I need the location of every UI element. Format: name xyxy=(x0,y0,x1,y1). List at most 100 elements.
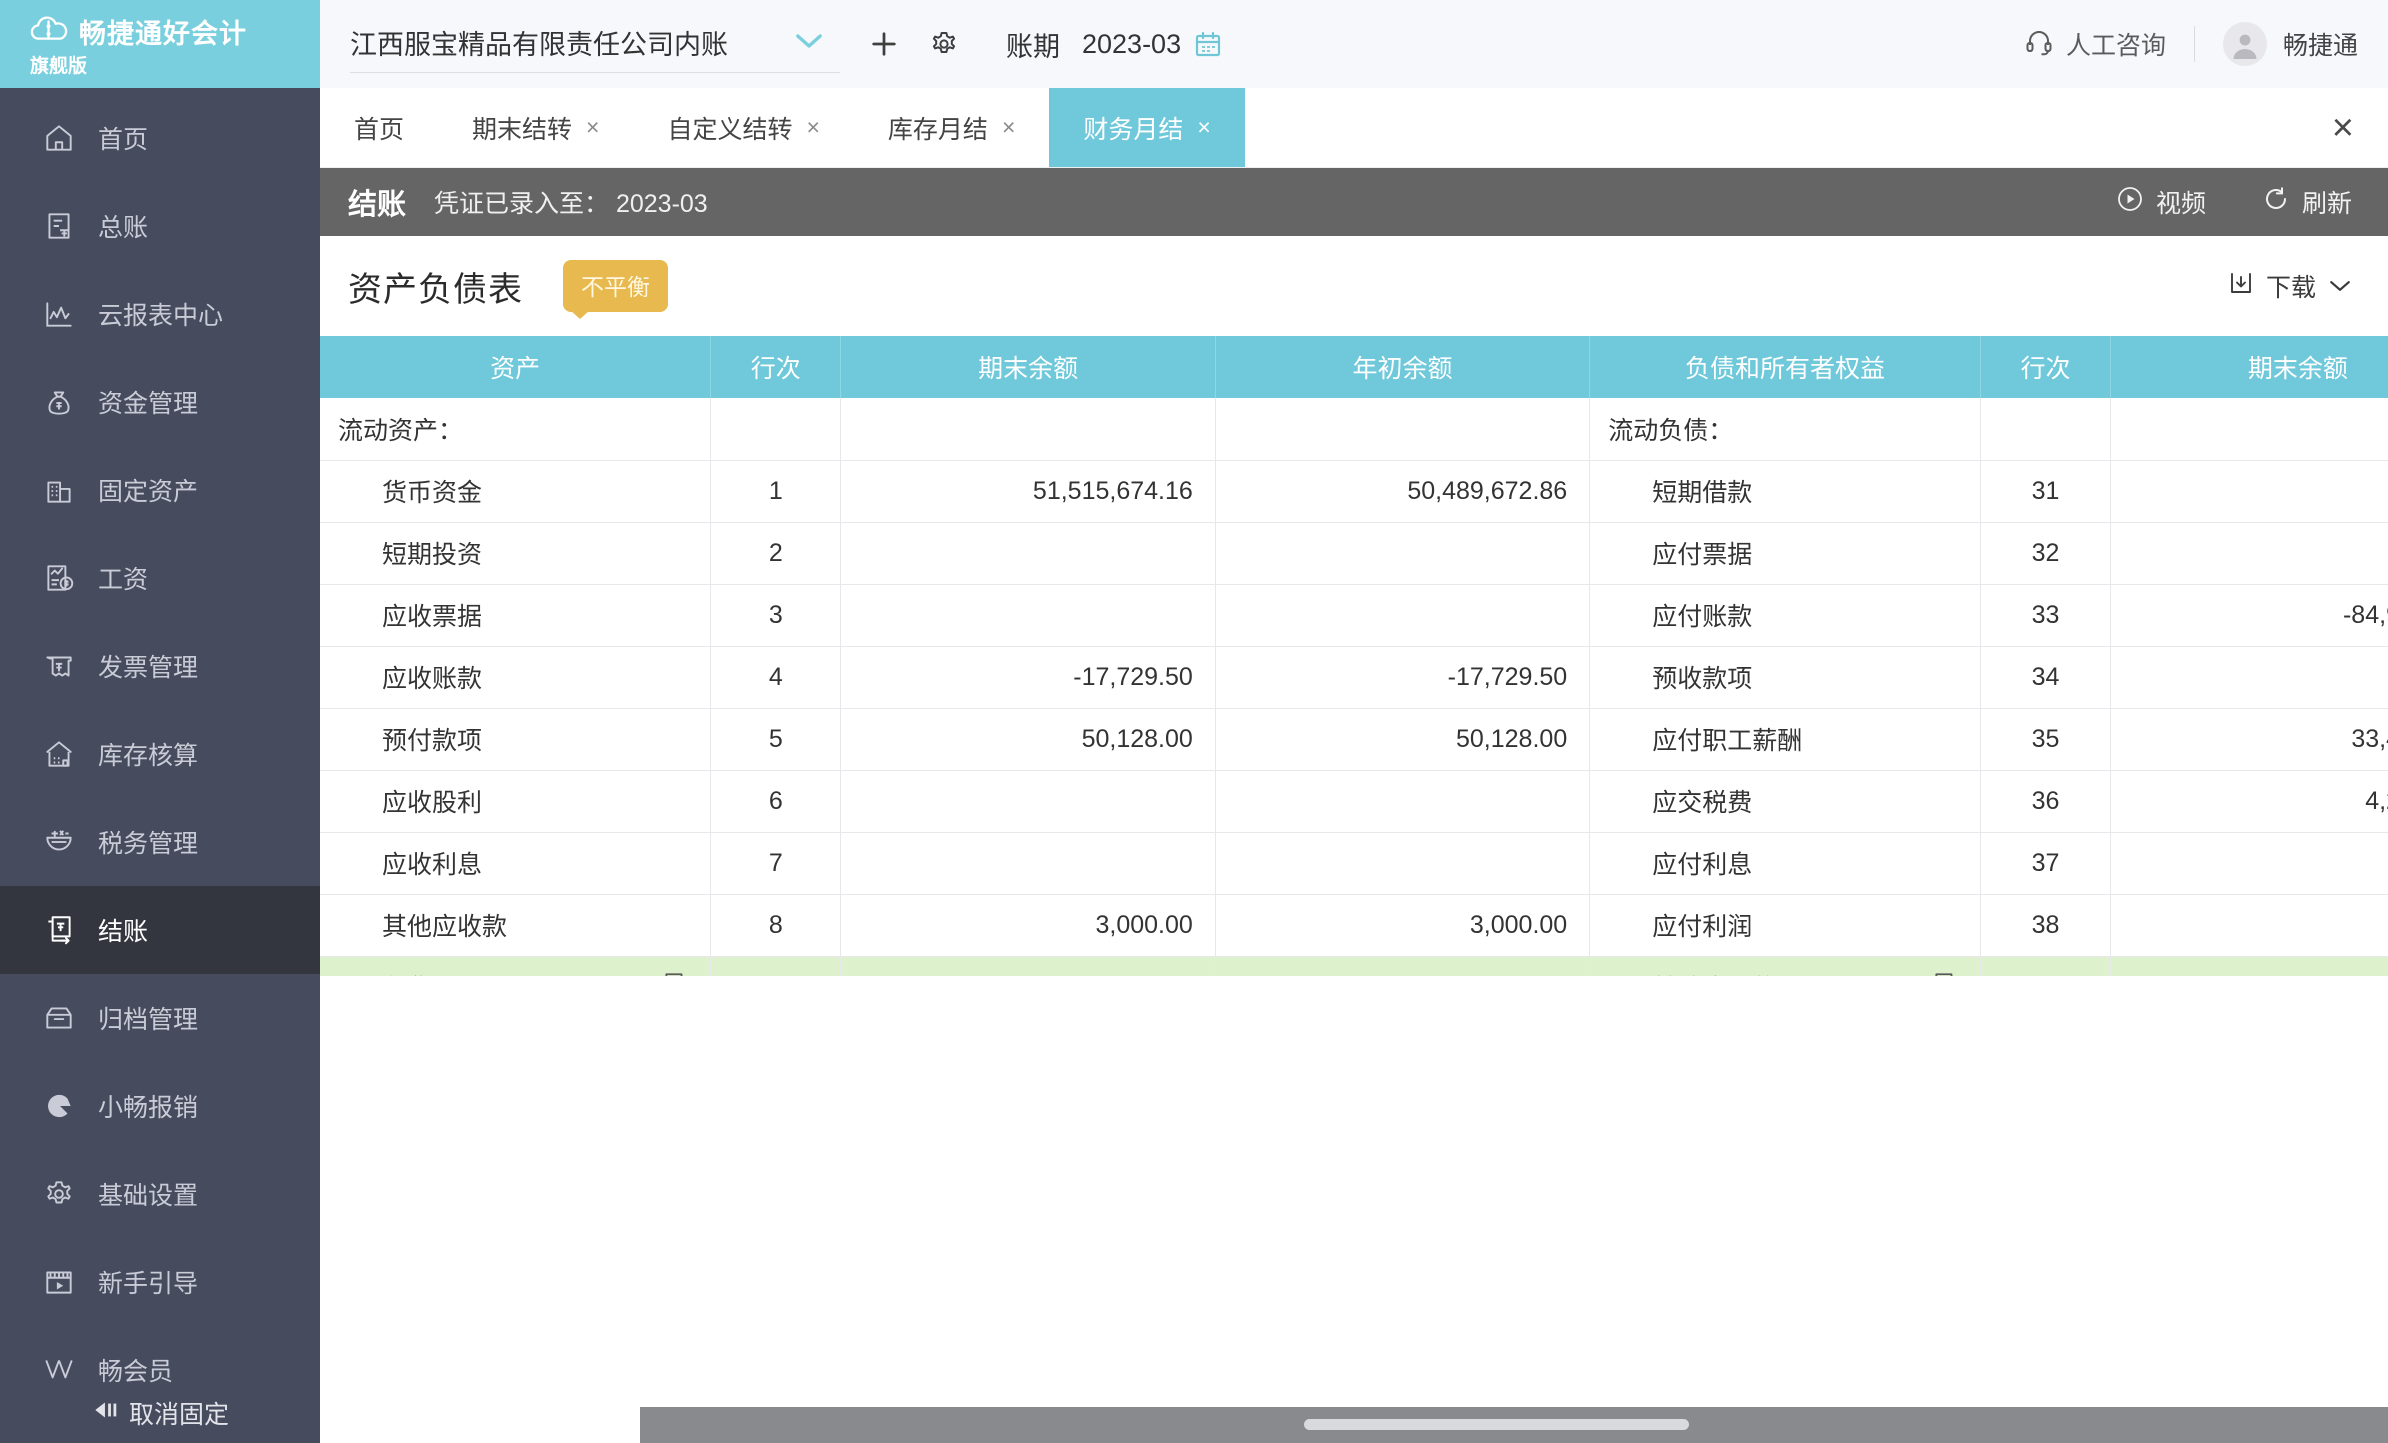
cell-asset-begin-balance[interactable]: 3,000.00 xyxy=(1215,894,1591,957)
cell-asset-name[interactable]: 存货 xyxy=(320,956,712,976)
sidebar-item-settlement[interactable]: 结账 xyxy=(0,886,320,974)
cell-liability-end-balance[interactable] xyxy=(2110,894,2388,957)
cell-asset-begin-balance[interactable] xyxy=(1215,832,1591,895)
table-row[interactable]: 应收利息 7 应付利息 37 xyxy=(320,832,2388,895)
tab-period-end-carryover[interactable]: 期末结转 × xyxy=(438,88,633,167)
horizontal-scrollbar[interactable] xyxy=(640,1407,2388,1443)
sidebar-item-payroll[interactable]: 工资 xyxy=(0,534,320,622)
cell-liability-line-no[interactable]: 36 xyxy=(1980,770,2112,833)
cell-asset-begin-balance[interactable]: 50,489,672.86 xyxy=(1215,460,1591,523)
table-row[interactable]: 流动资产： 流动负债： xyxy=(320,398,2388,461)
cell-asset-end-balance[interactable]: 10,600.00 xyxy=(840,956,1216,976)
cell-asset-line-no[interactable]: 4 xyxy=(710,646,842,709)
table-row[interactable]: 应收账款 4 -17,729.50 -17,729.50 预收款项 34 xyxy=(320,646,2388,709)
cell-liability-line-no[interactable]: 38 xyxy=(1980,894,2112,957)
formula-icon[interactable] xyxy=(1932,969,1958,976)
sidebar-item-home[interactable]: 首页 xyxy=(0,94,320,182)
cell-asset-begin-balance[interactable]: -5,400.00 xyxy=(1215,956,1591,976)
close-icon[interactable]: × xyxy=(1197,114,1211,140)
cell-asset-name[interactable]: 预付款项 xyxy=(320,708,712,771)
avatar[interactable] xyxy=(2222,22,2267,66)
cell-asset-line-no[interactable]: 8 xyxy=(710,894,842,957)
chevron-down-icon[interactable] xyxy=(794,31,824,55)
table-row[interactable]: 存货910,600.00-5,400.00其他应付款39563,630.0036… xyxy=(320,956,2388,976)
cell-liability-end-balance[interactable] xyxy=(2110,522,2388,585)
cell-liability-end-balance[interactable] xyxy=(2110,832,2388,895)
support-button[interactable]: 人工咨询 xyxy=(2024,26,2166,63)
cell-liability-end-balance[interactable]: 563,630.00 xyxy=(2110,956,2388,976)
calendar-icon[interactable] xyxy=(1193,29,1223,59)
col-header-liability-end-balance[interactable]: 期末余额 xyxy=(2110,336,2388,398)
cell-liability-line-no[interactable]: 37 xyxy=(1980,832,2112,895)
cell-liability-line-no[interactable]: 39 xyxy=(1980,956,2112,976)
cell-liability-name[interactable]: 应付账款 xyxy=(1589,584,1981,647)
cell-asset-name[interactable]: 应收利息 xyxy=(320,832,712,895)
table-row[interactable]: 短期投资 2 应付票据 32 xyxy=(320,522,2388,585)
col-header-liability-equity[interactable]: 负债和所有者权益 xyxy=(1589,336,1981,398)
cell-liability-end-balance[interactable]: 4,217.32 xyxy=(2110,770,2388,833)
sidebar-item-expense[interactable]: 小畅报销 xyxy=(0,1062,320,1150)
download-button[interactable]: 下载 xyxy=(2228,268,2352,304)
cell-asset-end-balance[interactable] xyxy=(840,522,1216,585)
cell-liability-name[interactable]: 应付票据 xyxy=(1589,522,1981,585)
cell-asset-name[interactable]: 应收账款 xyxy=(320,646,712,709)
col-header-liability-line-no[interactable]: 行次 xyxy=(1980,336,2112,398)
cell-liability-name[interactable]: 流动负债： xyxy=(1589,398,1981,461)
cell-asset-name[interactable]: 应收票据 xyxy=(320,584,712,647)
sidebar-item-invoice-management[interactable]: 发票管理 xyxy=(0,622,320,710)
user-name[interactable]: 畅捷通 xyxy=(2282,32,2358,60)
cell-liability-line-no[interactable] xyxy=(1980,398,2112,461)
cell-liability-line-no[interactable]: 31 xyxy=(1980,460,2112,523)
cell-liability-line-no[interactable]: 32 xyxy=(1980,522,2112,585)
sidebar-item-vip[interactable]: 畅会员 xyxy=(0,1326,320,1414)
cell-asset-line-no[interactable] xyxy=(710,398,842,461)
cell-liability-name[interactable]: 应付职工薪酬 xyxy=(1589,708,1981,771)
cell-asset-name[interactable]: 短期投资 xyxy=(320,522,712,585)
sidebar-item-cloud-reports[interactable]: 云报表中心 xyxy=(0,270,320,358)
table-row[interactable]: 货币资金 1 51,515,674.16 50,489,672.86 短期借款 31 xyxy=(320,460,2388,523)
cell-liability-name[interactable]: 短期借款 xyxy=(1589,460,1981,523)
scrollbar-thumb[interactable] xyxy=(1304,1419,1689,1430)
close-icon[interactable]: × xyxy=(1001,114,1016,140)
sidebar-item-fund-management[interactable]: 资金管理 xyxy=(0,358,320,446)
cell-liability-name[interactable]: 应付利润 xyxy=(1589,894,1981,957)
cell-asset-line-no[interactable]: 6 xyxy=(710,770,842,833)
cell-liability-line-no[interactable]: 33 xyxy=(1980,584,2112,647)
cell-asset-end-balance[interactable]: 3,000.00 xyxy=(840,894,1216,957)
cell-asset-name[interactable]: 其他应收款 xyxy=(320,894,712,957)
cell-asset-end-balance[interactable] xyxy=(840,832,1216,895)
cell-asset-line-no[interactable]: 7 xyxy=(710,832,842,895)
cell-liability-name[interactable]: 预收款项 xyxy=(1589,646,1981,709)
tab-financial-month-close[interactable]: 财务月结 × xyxy=(1049,88,1245,167)
cell-asset-name[interactable]: 货币资金 xyxy=(320,460,712,523)
table-row[interactable]: 其他应收款 8 3,000.00 3,000.00 应付利润 38 xyxy=(320,894,2388,957)
cell-liability-name[interactable]: 应付利息 xyxy=(1589,832,1981,895)
col-header-asset[interactable]: 资产 xyxy=(320,336,712,398)
cell-asset-line-no[interactable]: 9 xyxy=(710,956,842,976)
cell-liability-end-balance[interactable] xyxy=(2110,398,2388,461)
cell-asset-end-balance[interactable] xyxy=(840,770,1216,833)
cell-asset-name[interactable]: 流动资产： xyxy=(320,398,712,461)
sidebar-item-tax-management[interactable]: 税务管理 xyxy=(0,798,320,886)
col-header-asset-begin-balance[interactable]: 年初余额 xyxy=(1215,336,1591,398)
video-button[interactable]: 视频 xyxy=(2116,184,2206,220)
company-selector[interactable]: 江西服宝精品有限责任公司内账 xyxy=(350,15,840,73)
cell-asset-begin-balance[interactable] xyxy=(1215,398,1591,461)
cell-asset-line-no[interactable]: 2 xyxy=(710,522,842,585)
close-icon[interactable]: × xyxy=(806,114,820,140)
cell-asset-line-no[interactable]: 3 xyxy=(710,584,842,647)
cell-liability-line-no[interactable]: 35 xyxy=(1980,708,2112,771)
refresh-button[interactable]: 刷新 xyxy=(2262,184,2352,220)
col-header-asset-line-no[interactable]: 行次 xyxy=(710,336,842,398)
sidebar-item-general-ledger[interactable]: 总账 xyxy=(0,182,320,270)
cell-asset-begin-balance[interactable] xyxy=(1215,770,1591,833)
cell-liability-end-balance[interactable] xyxy=(2110,646,2388,709)
cell-liability-end-balance[interactable] xyxy=(2110,460,2388,523)
add-company-button[interactable] xyxy=(868,28,900,60)
cell-asset-line-no[interactable]: 1 xyxy=(710,460,842,523)
sidebar-item-beginner-guide[interactable]: 新手引导 xyxy=(0,1238,320,1326)
cell-asset-end-balance[interactable] xyxy=(840,398,1216,461)
sidebar-item-archive-management[interactable]: 归档管理 xyxy=(0,974,320,1062)
